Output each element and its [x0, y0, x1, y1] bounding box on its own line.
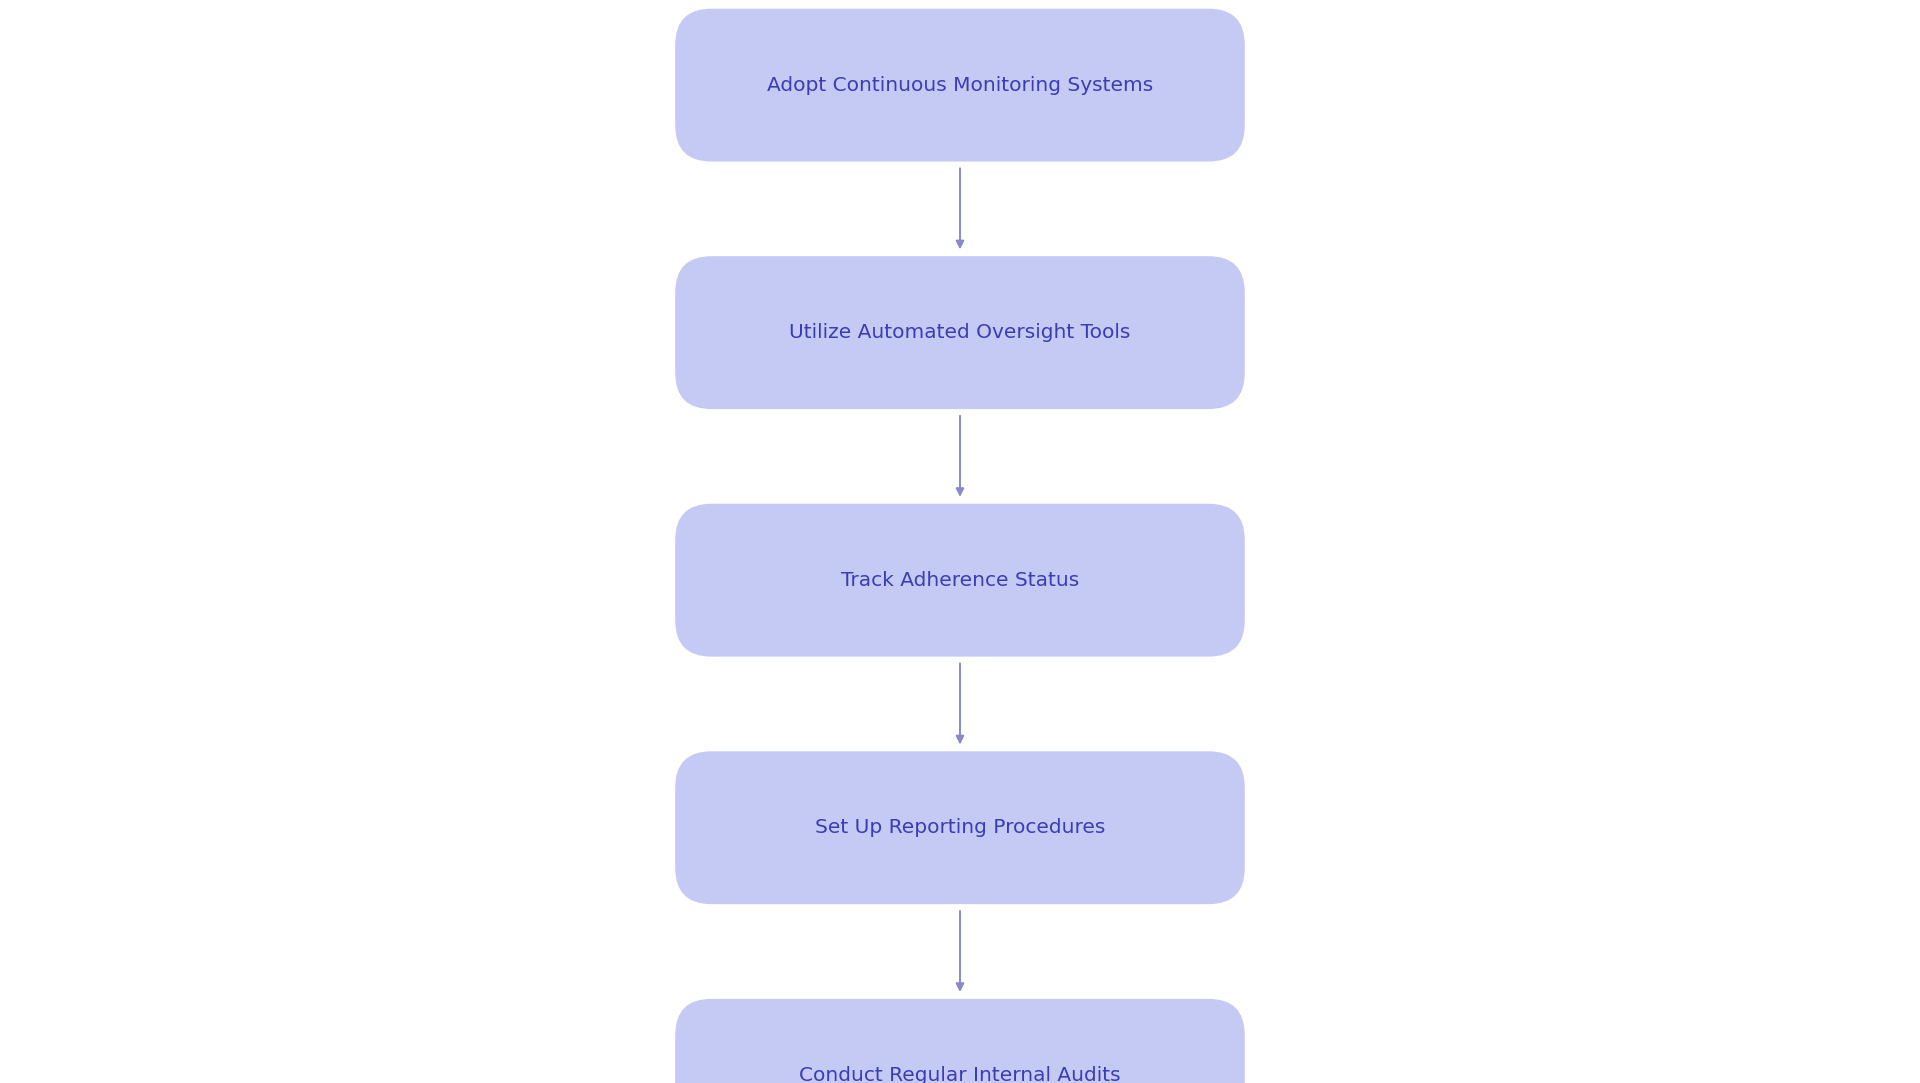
FancyBboxPatch shape [676, 9, 1244, 161]
FancyBboxPatch shape [676, 999, 1244, 1083]
FancyBboxPatch shape [676, 504, 1244, 656]
FancyBboxPatch shape [676, 257, 1244, 409]
Text: Conduct Regular Internal Audits: Conduct Regular Internal Audits [799, 1066, 1121, 1083]
FancyBboxPatch shape [676, 752, 1244, 904]
Text: Set Up Reporting Procedures: Set Up Reporting Procedures [814, 819, 1106, 837]
Text: Utilize Automated Oversight Tools: Utilize Automated Oversight Tools [789, 323, 1131, 342]
Text: Track Adherence Status: Track Adherence Status [841, 571, 1079, 589]
Text: Adopt Continuous Monitoring Systems: Adopt Continuous Monitoring Systems [766, 76, 1154, 94]
